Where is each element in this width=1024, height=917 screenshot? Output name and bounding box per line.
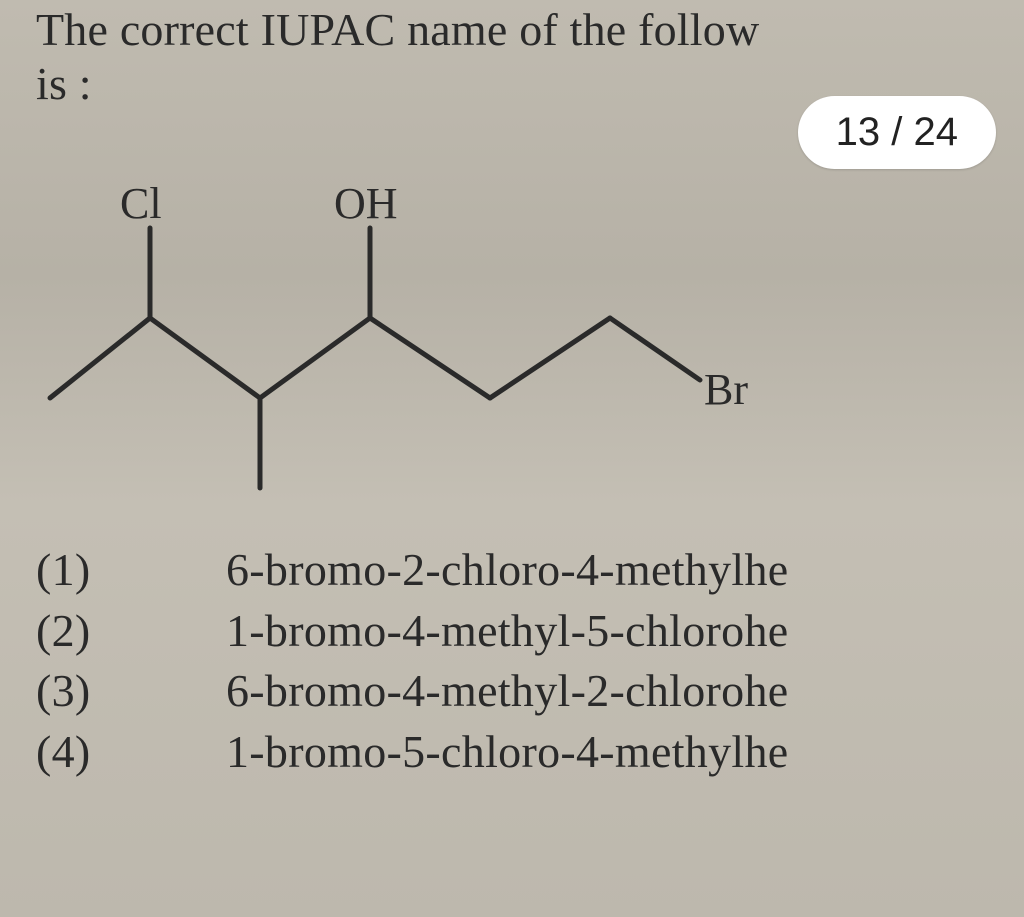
page-root: The correct IUPAC name of the follow is … [0, 0, 1024, 917]
label-br: Br [704, 365, 748, 414]
option-row[interactable]: (1) 6-bromo-2-chloro-4-methylhe [36, 540, 1014, 601]
bond [150, 318, 260, 398]
bond [50, 318, 150, 398]
question-line1: The correct IUPAC name of the follow [36, 4, 759, 55]
option-row[interactable]: (3) 6-bromo-4-methyl-2-chlorohe [36, 661, 1014, 722]
bond [260, 318, 370, 398]
option-number: (1) [36, 540, 226, 601]
option-number: (2) [36, 601, 226, 662]
option-row[interactable]: (4) 1-bromo-5-chloro-4-methylhe [36, 722, 1014, 783]
question-stem: The correct IUPAC name of the follow is … [36, 6, 1024, 109]
option-number: (4) [36, 722, 226, 783]
option-row[interactable]: (2) 1-bromo-4-methyl-5-chlorohe [36, 601, 1014, 662]
bond [490, 318, 610, 398]
option-number: (3) [36, 661, 226, 722]
option-text: 6-bromo-2-chloro-4-methylhe [226, 540, 1014, 601]
page-indicator-badge: 13 / 24 [798, 96, 996, 169]
bond [370, 318, 490, 398]
page-indicator-text: 13 / 24 [836, 110, 958, 154]
options-list: (1) 6-bromo-2-chloro-4-methylhe (2) 1-br… [36, 540, 1014, 783]
label-cl: Cl [120, 179, 162, 228]
option-text: 1-bromo-4-methyl-5-chlorohe [226, 601, 1014, 662]
bond [610, 318, 700, 380]
bond-lines [50, 228, 700, 488]
molecule-diagram: Cl OH Br [20, 168, 780, 508]
molecule-svg: Cl OH Br [20, 168, 780, 508]
label-oh: OH [334, 179, 398, 228]
option-text: 1-bromo-5-chloro-4-methylhe [226, 722, 1014, 783]
option-text: 6-bromo-4-methyl-2-chlorohe [226, 661, 1014, 722]
